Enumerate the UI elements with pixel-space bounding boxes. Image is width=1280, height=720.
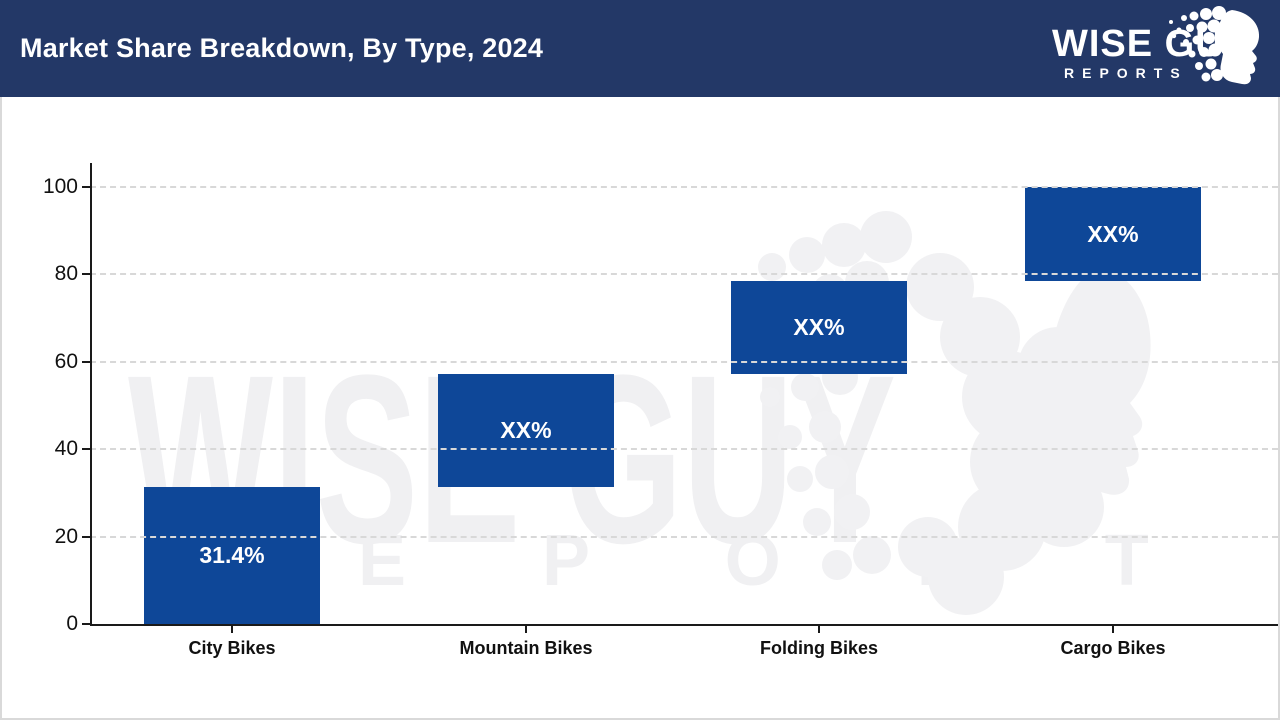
gridline bbox=[90, 448, 1278, 451]
wise-guy-reports-logo: WISE GUY REPORTS bbox=[1016, 4, 1274, 99]
category-label: City Bikes bbox=[188, 638, 276, 658]
y-axis-tick bbox=[82, 360, 90, 363]
x-axis-line bbox=[90, 624, 1278, 626]
bar-value-label: XX% bbox=[500, 416, 552, 443]
y-axis-tick bbox=[82, 273, 90, 276]
y-axis-tick-label: 60 bbox=[54, 349, 78, 373]
bar-segment: XX% bbox=[1025, 187, 1201, 282]
x-axis-tick bbox=[231, 626, 233, 633]
x-axis-tick bbox=[525, 626, 527, 633]
y-axis-tick-label: 80 bbox=[54, 262, 78, 286]
y-axis-tick-label: 0 bbox=[66, 612, 78, 635]
dotted-head-icon bbox=[1169, 6, 1260, 85]
gridline bbox=[90, 186, 1278, 188]
bar-value-label: XX% bbox=[1087, 220, 1139, 247]
y-axis-tick bbox=[82, 623, 90, 625]
bar-value-label: XX% bbox=[793, 313, 845, 340]
plot-area: WISE GUY R E P O R T S bbox=[0, 97, 1280, 720]
y-axis-tick bbox=[82, 535, 90, 538]
y-axis-tick bbox=[82, 186, 90, 188]
category-label: Mountain Bikes bbox=[459, 638, 593, 658]
y-axis-tick bbox=[82, 448, 90, 451]
logo-graphic: WISE GUY REPORTS bbox=[1052, 6, 1260, 85]
y-axis-tick-label: 100 bbox=[42, 175, 78, 198]
bar-segment: 31.4% bbox=[144, 486, 320, 624]
category-label: Cargo Bikes bbox=[1060, 638, 1166, 658]
x-axis-tick bbox=[1112, 626, 1114, 633]
gridline bbox=[90, 360, 1278, 363]
y-axis-tick-label: 40 bbox=[54, 437, 78, 461]
bar-segment: XX% bbox=[438, 373, 614, 487]
logo-subtitle: REPORTS bbox=[1064, 65, 1188, 81]
gridline bbox=[90, 273, 1278, 276]
bar-value-label: 31.4% bbox=[199, 541, 265, 568]
gridline bbox=[90, 535, 1278, 538]
header-bar: Market Share Breakdown, By Type, 2024 WI… bbox=[0, 0, 1280, 97]
chart-title: Market Share Breakdown, By Type, 2024 bbox=[20, 33, 544, 63]
y-axis-tick-label: 20 bbox=[54, 524, 78, 548]
x-axis-tick bbox=[818, 626, 820, 633]
y-axis-line bbox=[90, 163, 92, 626]
bar-segment: XX% bbox=[731, 281, 907, 374]
category-label: Folding Bikes bbox=[759, 638, 878, 658]
